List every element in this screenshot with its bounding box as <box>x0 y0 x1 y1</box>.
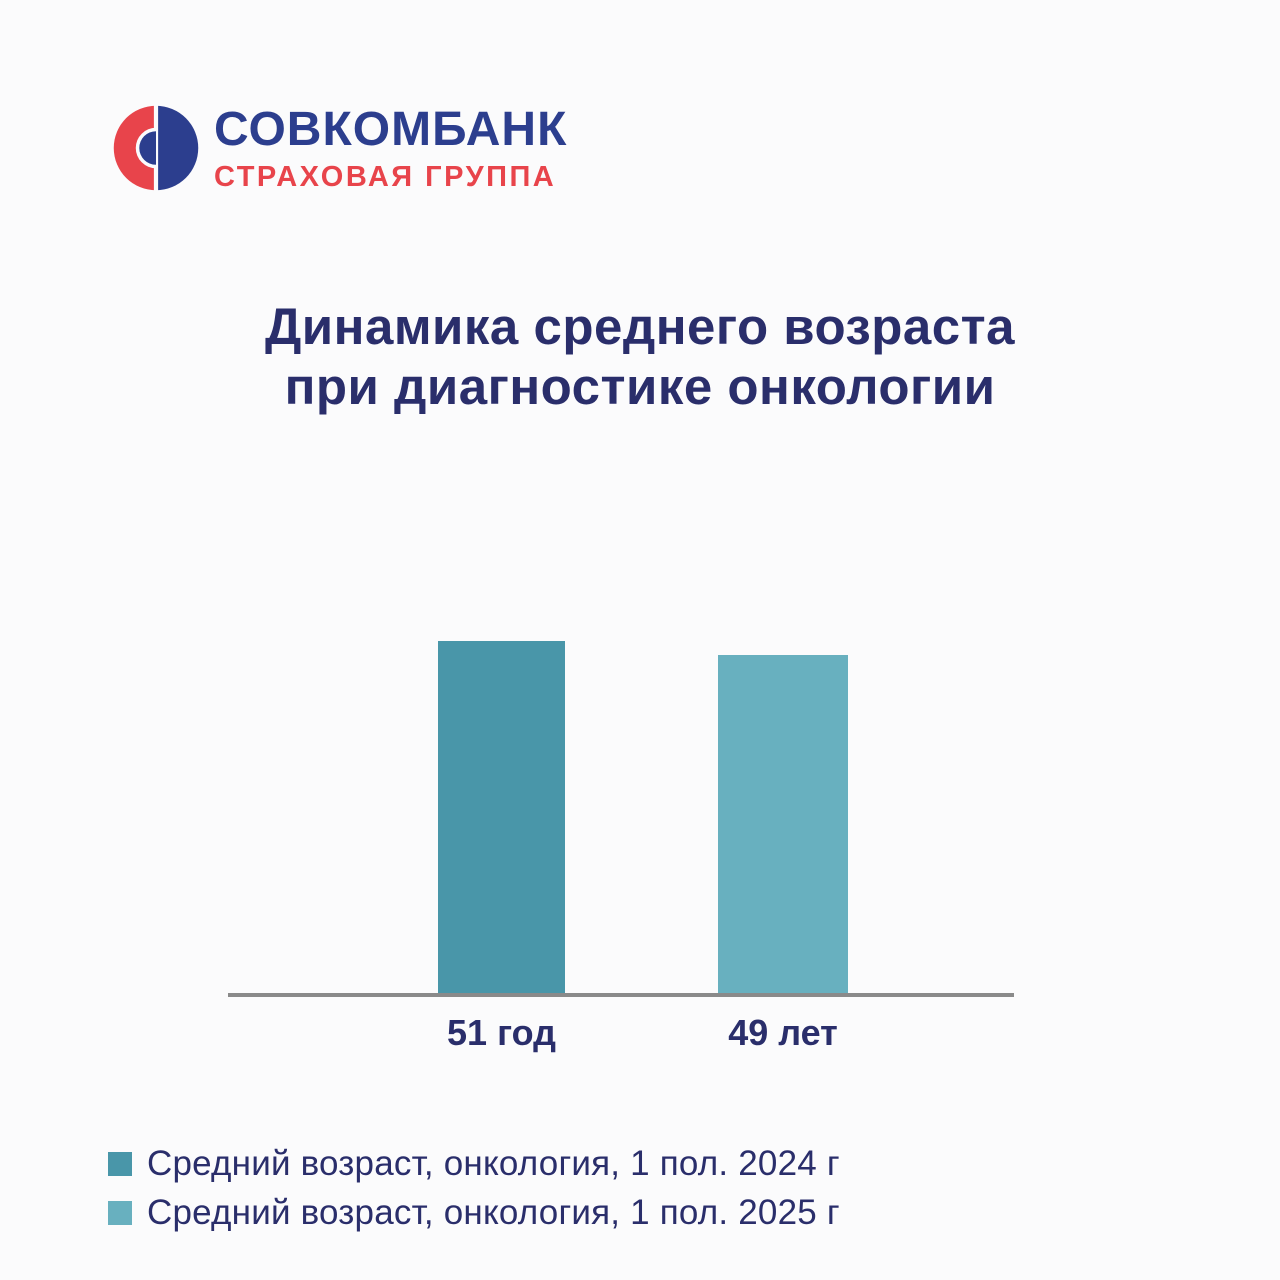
brand-tagline: СТРАХОВАЯ ГРУППА <box>214 161 557 193</box>
legend-label-2024: Средний возраст, онкология, 1 пол. 2024 … <box>147 1144 840 1183</box>
x-axis-line <box>228 993 1014 997</box>
legend-swatch-2025 <box>108 1200 132 1225</box>
legend-item-2024: Средний возраст, онкология, 1 пол. 2024 … <box>108 1139 840 1188</box>
bar-avg-age-2025 <box>718 655 848 993</box>
brand-text: СОВКОМБАНК СТРАХОВАЯ ГРУППА <box>214 104 567 192</box>
bar-value-label-2024: 51 год <box>447 1012 556 1053</box>
legend-item-2025: Средний возраст, онкология, 1 пол. 2025 … <box>108 1188 840 1237</box>
chart-title-line1: Динамика среднего возраста <box>264 298 1016 355</box>
chart-title-line2: при диагностике онкологии <box>284 358 996 415</box>
bar-value-label-2025: 49 лет <box>728 1012 838 1053</box>
bar-avg-age-2024 <box>438 641 565 993</box>
chart-legend: Средний возраст, онкология, 1 пол. 2024 … <box>108 1139 840 1237</box>
legend-swatch-2024 <box>108 1151 132 1176</box>
chart-title: Динамика среднего возраста при диагности… <box>0 297 1280 417</box>
brand-logo: СОВКОМБАНК СТРАХОВАЯ ГРУППА <box>112 104 567 192</box>
sovcombank-logo-icon <box>113 104 199 192</box>
legend-label-2025: Средний возраст, онкология, 1 пол. 2025 … <box>147 1193 840 1232</box>
brand-name: СОВКОМБАНК <box>214 103 568 156</box>
